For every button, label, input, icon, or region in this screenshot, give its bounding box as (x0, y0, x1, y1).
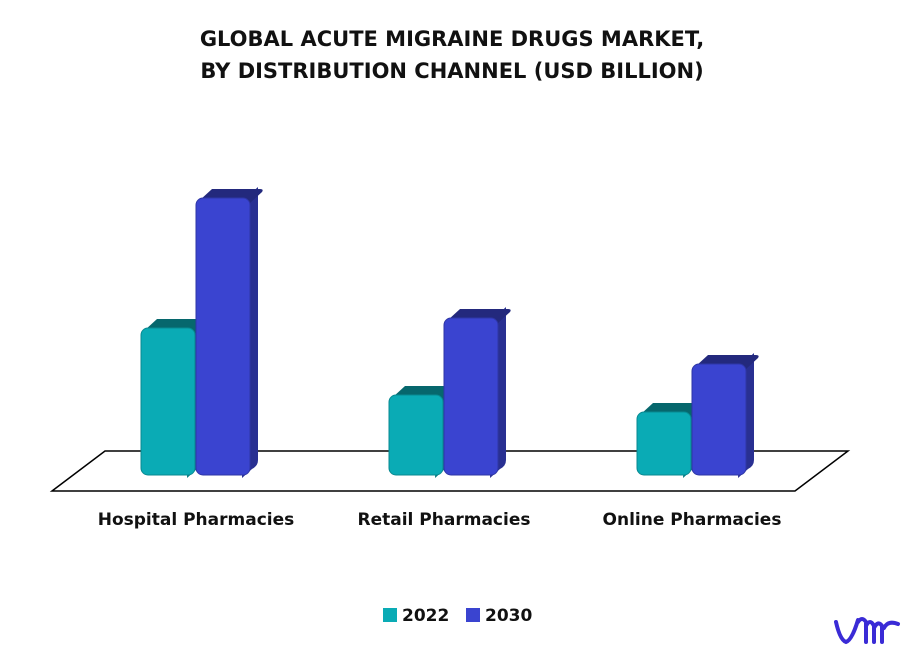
legend-swatch (466, 608, 480, 622)
bar (636, 411, 692, 476)
x-tick-label: Retail Pharmacies (358, 510, 531, 530)
legend-label: 2022 (402, 606, 449, 626)
x-tick-label: Hospital Pharmacies (98, 510, 295, 530)
logo (834, 617, 900, 645)
bar (388, 394, 444, 476)
x-tick-label: Online Pharmacies (603, 510, 782, 530)
legend-swatch (383, 608, 397, 622)
bar (691, 363, 747, 476)
bar (443, 317, 499, 476)
chart-title: GLOBAL ACUTE MIGRAINE DRUGS MARKET, (200, 27, 704, 51)
bar (140, 327, 196, 476)
legend-label: 2030 (485, 606, 532, 626)
chart-title: BY DISTRIBUTION CHANNEL (USD BILLION) (200, 59, 703, 83)
bar (195, 197, 251, 476)
